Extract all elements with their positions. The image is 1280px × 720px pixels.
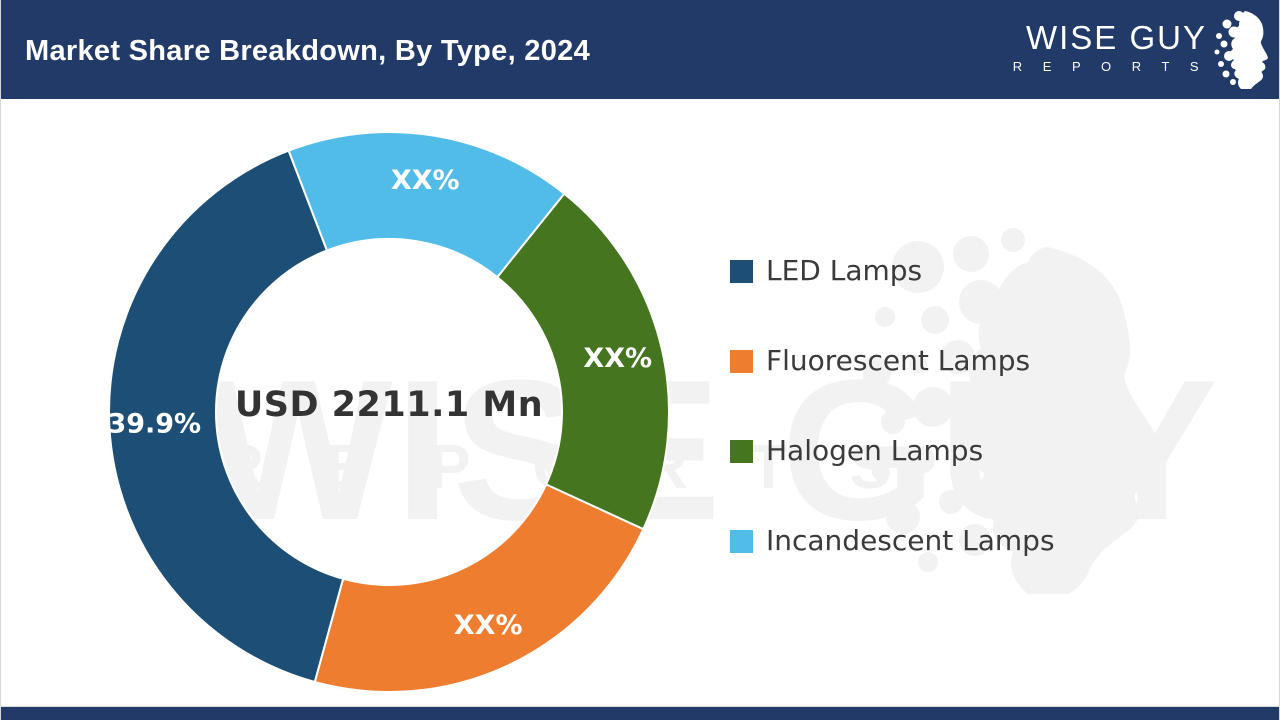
- slice-label: XX%: [454, 610, 523, 641]
- donut-segment-1: [313, 483, 645, 693]
- slice-label: 39.9%: [107, 409, 201, 440]
- legend-label: Fluorescent Lamps: [766, 344, 1031, 377]
- legend-item-fluorescent-lamps: Fluorescent Lamps: [730, 344, 1055, 378]
- donut-segment-2: [496, 192, 670, 531]
- slice-label: XX%: [583, 343, 652, 374]
- legend-label: Halogen Lamps: [766, 434, 984, 467]
- donut-segment-3: [287, 131, 566, 279]
- wise-guy-reports-logo: WISE GUY R E P O R T S: [1007, 6, 1269, 94]
- slice-label: XX%: [391, 165, 460, 196]
- watermark-head-graphic: [863, 228, 1158, 594]
- legend-swatch-icon: [730, 529, 753, 553]
- donut-chart: 39.9% XX% XX% XX%: [107, 131, 670, 693]
- donut-segment-0: [108, 149, 345, 683]
- legend-swatch-icon: [730, 259, 753, 283]
- chart-legend: LED Lamps Fluorescent Lamps Halogen Lamp…: [730, 254, 1055, 614]
- legend-item-led-lamps: LED Lamps: [730, 254, 1055, 288]
- chart-center-value: USD 2211.1 Mn: [234, 385, 544, 425]
- page-title: Market Share Breakdown, By Type, 2024: [25, 35, 591, 67]
- legend-label: LED Lamps: [766, 254, 923, 287]
- logo-name: WISE GUY: [1025, 19, 1207, 56]
- logo-head-icon: [1214, 11, 1268, 89]
- legend-label: Incandescent Lamps: [766, 524, 1055, 557]
- footer-bar: [1, 706, 1279, 720]
- legend-swatch-icon: [730, 439, 753, 463]
- legend-item-incandescent-lamps: Incandescent Lamps: [730, 524, 1055, 558]
- logo-subtitle: R E P O R T S: [1012, 59, 1207, 74]
- legend-item-halogen-lamps: Halogen Lamps: [730, 434, 1055, 468]
- header-bar: Market Share Breakdown, By Type, 2024 WI…: [1, 0, 1279, 99]
- legend-swatch-icon: [730, 349, 753, 373]
- logo-text: WISE GUY R E P O R T S: [1013, 20, 1207, 76]
